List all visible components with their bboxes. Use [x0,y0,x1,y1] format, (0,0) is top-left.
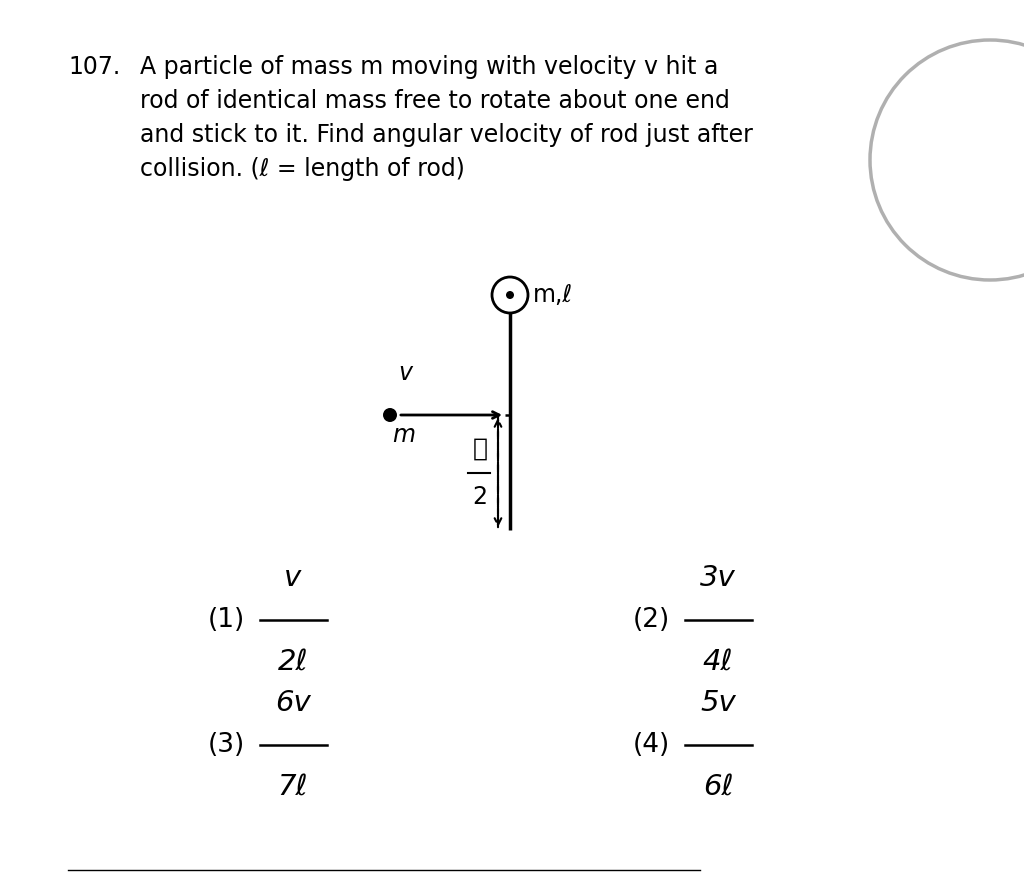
Circle shape [506,291,514,299]
Text: (1): (1) [208,607,245,633]
Text: 7ℓ: 7ℓ [278,773,308,801]
Text: v: v [398,361,412,385]
Text: 5v: 5v [700,689,736,717]
Text: ℓ: ℓ [473,438,488,460]
Circle shape [383,408,397,422]
Text: (2): (2) [633,607,670,633]
Text: collision. (ℓ = length of rod): collision. (ℓ = length of rod) [140,157,465,181]
Text: 2ℓ: 2ℓ [278,648,308,676]
Text: 3v: 3v [700,564,736,592]
Text: and stick to it. Find angular velocity of rod just after: and stick to it. Find angular velocity o… [140,123,753,147]
Text: 4ℓ: 4ℓ [702,648,733,676]
Text: m,ℓ: m,ℓ [534,283,573,307]
Text: 107.: 107. [68,55,120,79]
Text: rod of identical mass free to rotate about one end: rod of identical mass free to rotate abo… [140,89,730,113]
Text: 6ℓ: 6ℓ [702,773,733,801]
Text: 2: 2 [472,484,487,508]
Text: (3): (3) [208,732,245,758]
Text: A particle of mass m moving with velocity v hit a: A particle of mass m moving with velocit… [140,55,719,79]
Text: (4): (4) [633,732,670,758]
Text: m: m [392,423,415,447]
Text: 6v: 6v [275,689,311,717]
Text: v: v [285,564,302,592]
